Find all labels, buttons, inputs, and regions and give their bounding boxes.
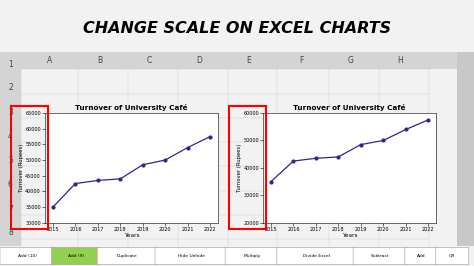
Text: Add (10): Add (10) <box>18 253 36 258</box>
Bar <box>457 52 474 246</box>
Text: Multiply: Multiply <box>244 253 261 258</box>
Text: 6: 6 <box>8 180 13 189</box>
Y-axis label: Turnover (Rupees): Turnover (Rupees) <box>237 144 242 192</box>
Text: 5: 5 <box>8 156 13 165</box>
Text: F: F <box>299 56 303 65</box>
Text: 7: 7 <box>8 205 13 214</box>
Text: A: A <box>47 56 53 65</box>
Text: Add: Add <box>417 253 426 258</box>
Text: 8: 8 <box>8 228 13 237</box>
Bar <box>0 52 474 69</box>
Text: Duplicate: Duplicate <box>117 253 137 258</box>
FancyBboxPatch shape <box>0 248 54 264</box>
Text: 4: 4 <box>8 132 13 141</box>
Text: Subtract: Subtract <box>371 253 390 258</box>
Text: 3: 3 <box>8 107 13 117</box>
Text: 1: 1 <box>8 60 13 69</box>
FancyBboxPatch shape <box>277 248 356 264</box>
FancyBboxPatch shape <box>97 248 157 264</box>
FancyBboxPatch shape <box>436 248 469 264</box>
Text: D: D <box>196 56 202 65</box>
Y-axis label: Turnover (Rupees): Turnover (Rupees) <box>19 144 24 192</box>
Text: H: H <box>398 56 403 65</box>
Text: Hide Unhide: Hide Unhide <box>178 253 205 258</box>
Text: Divide Excel: Divide Excel <box>303 253 329 258</box>
FancyBboxPatch shape <box>405 248 438 264</box>
Text: QR: QR <box>449 253 456 258</box>
Title: Turnover of University Café: Turnover of University Café <box>293 104 406 111</box>
Title: Turnover of University Café: Turnover of University Café <box>75 104 188 111</box>
Text: 2: 2 <box>8 83 13 92</box>
X-axis label: Years: Years <box>342 233 357 238</box>
X-axis label: Years: Years <box>124 233 139 238</box>
Text: Add (9): Add (9) <box>67 253 84 258</box>
Text: E: E <box>246 56 251 65</box>
Text: B: B <box>97 56 102 65</box>
FancyBboxPatch shape <box>52 248 100 264</box>
Text: CHANGE SCALE ON EXCEL CHARTS: CHANGE SCALE ON EXCEL CHARTS <box>83 21 391 36</box>
FancyBboxPatch shape <box>353 248 407 264</box>
Text: C: C <box>146 56 152 65</box>
Text: G: G <box>348 56 354 65</box>
FancyBboxPatch shape <box>225 248 279 264</box>
Bar <box>0 69 21 246</box>
FancyBboxPatch shape <box>155 248 228 264</box>
